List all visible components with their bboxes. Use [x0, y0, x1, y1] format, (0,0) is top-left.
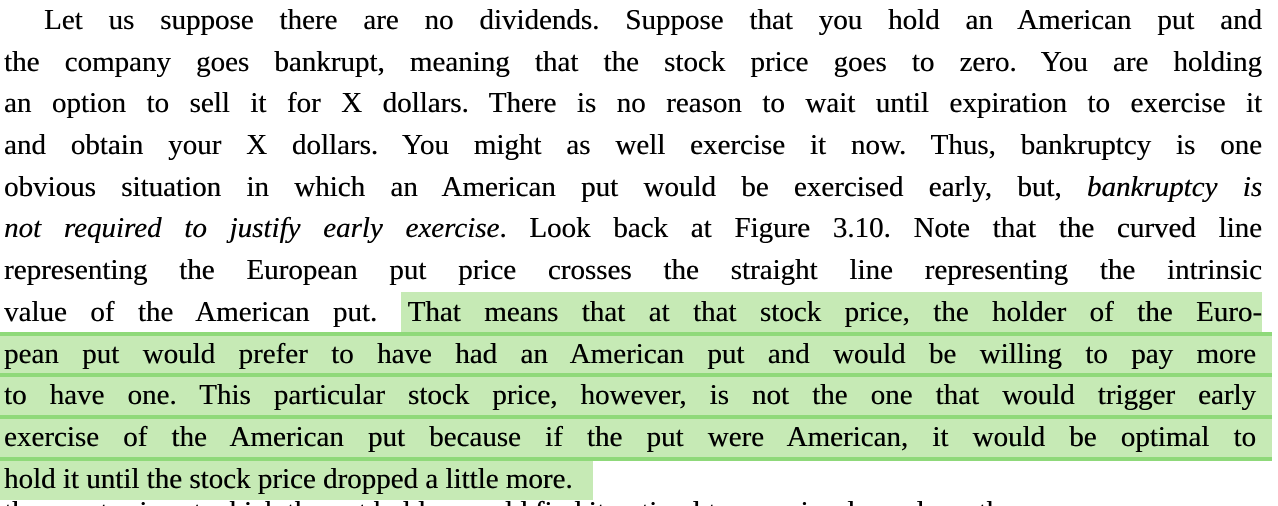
text-segment: value of the American put.	[4, 295, 401, 328]
text-line: obvious situation in which an American p…	[0, 167, 1278, 209]
text-segment: obvious situation in which an American p…	[4, 170, 1087, 203]
highlighted-text: That means that at that stock price, the…	[400, 291, 1262, 332]
highlighted-text: hold it until the stock price dropped a …	[0, 458, 593, 501]
italic-text: bankruptcy is	[1086, 170, 1262, 203]
highlighted-text-line: exercise of the American put because if …	[0, 414, 1272, 461]
text-line: value of the American put. That means th…	[0, 291, 1278, 334]
italic-text: not required to justify early exercise	[4, 212, 500, 245]
text-segment: . Look back at Figure 3.10. Note that th…	[499, 212, 1263, 245]
highlighted-text-line: to have one. This particular stock price…	[0, 373, 1272, 417]
text-line: Let us suppose there are no dividends. S…	[44, 4, 1262, 36]
text-line: not required to justify early exercise. …	[0, 208, 1278, 250]
text-line: and obtain your X dollars. You might as …	[4, 129, 1262, 162]
text-line: the company goes bankrupt, meaning that …	[4, 45, 1262, 78]
highlighted-text-line: pean put would prefer to have had an Ame…	[0, 331, 1272, 376]
text-line: an option to sell it for X dollars. Ther…	[4, 87, 1262, 120]
text-line: hold it until the stock price dropped a …	[0, 458, 1278, 501]
clipped-text-line: the exact price at which the put holder …	[0, 492, 1278, 506]
text-line: representing the European put price cros…	[4, 254, 1262, 287]
